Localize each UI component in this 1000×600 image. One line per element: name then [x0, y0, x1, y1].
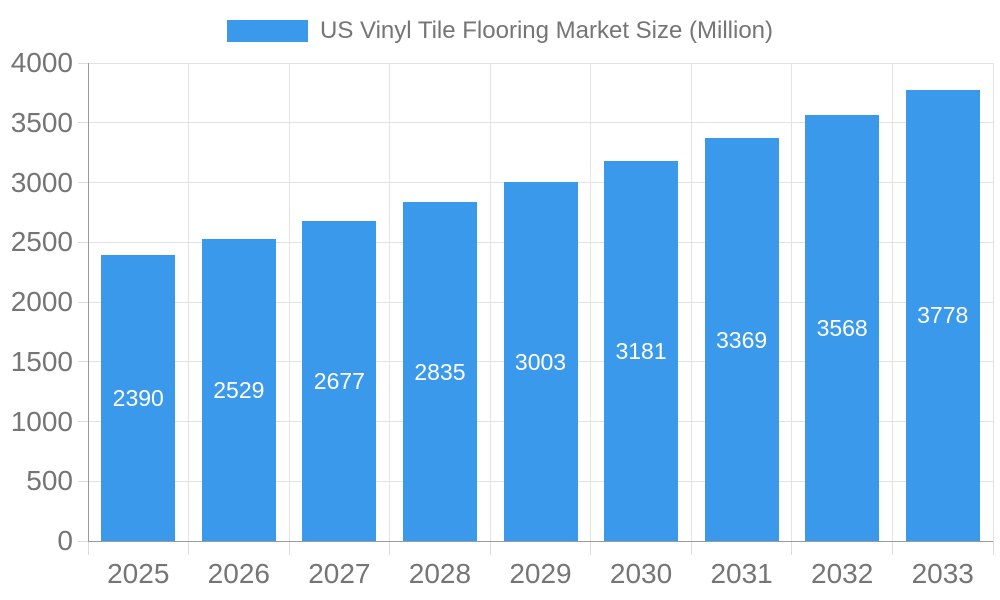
x-axis-label: 2031 [710, 558, 773, 589]
bar[interactable]: 3369 [704, 138, 779, 541]
bar[interactable]: 2677 [302, 221, 377, 541]
x-gridline [489, 63, 491, 541]
bar-value-label: 2390 [112, 385, 164, 412]
y-axis-tick [78, 62, 88, 64]
x-gridline [891, 63, 893, 541]
bar-value-label: 2529 [213, 376, 265, 403]
x-axis-tick [288, 541, 290, 555]
x-axis-tick [992, 541, 994, 555]
legend[interactable]: US Vinyl Tile Flooring Market Size (Mill… [0, 14, 1000, 48]
y-axis-tick [78, 540, 88, 542]
x-axis-label: 2029 [509, 558, 572, 589]
x-gridline [590, 63, 592, 541]
bar-value-label: 3568 [816, 314, 868, 341]
bar-value-label: 3181 [615, 337, 667, 364]
x-axis-label: 2032 [811, 558, 874, 589]
x-axis-label: 2025 [107, 558, 170, 589]
bar[interactable]: 3568 [805, 114, 880, 541]
y-axis-tick [78, 361, 88, 363]
x-axis-line [88, 540, 993, 542]
y-axis-tick [78, 182, 88, 183]
bar[interactable]: 3181 [604, 160, 679, 541]
x-gridline [188, 63, 190, 541]
bar[interactable]: 2390 [101, 255, 176, 541]
bar-value-label: 3369 [716, 326, 768, 353]
bar[interactable]: 2835 [402, 202, 477, 541]
bar-value-label: 2835 [414, 358, 466, 385]
bar-value-label: 2677 [313, 368, 365, 395]
y-axis-label: 1000 [10, 405, 73, 437]
y-gridline [88, 122, 993, 124]
y-axis-tick [78, 122, 88, 124]
bar[interactable]: 3003 [503, 182, 578, 541]
x-axis-tick [690, 541, 692, 555]
x-axis-label: 2026 [207, 558, 270, 589]
bar[interactable]: 2529 [201, 238, 276, 541]
x-gridline [690, 63, 692, 541]
x-axis-tick [188, 541, 190, 555]
y-axis-label: 4000 [10, 47, 73, 78]
y-axis-line [87, 63, 89, 541]
x-axis-label: 2030 [609, 558, 673, 589]
bar-value-label: 3003 [514, 348, 567, 375]
x-axis-tick [590, 541, 592, 555]
x-axis-tick [791, 541, 793, 555]
y-axis-label: 1500 [10, 345, 73, 377]
y-axis-label: 2000 [10, 286, 73, 317]
y-axis-tick [78, 421, 88, 422]
y-axis-label: 2500 [10, 226, 73, 258]
y-axis-tick [78, 480, 88, 482]
y-gridline [88, 62, 993, 64]
y-axis-tick [78, 241, 88, 243]
x-axis-tick [891, 541, 893, 555]
y-axis-label: 3000 [10, 166, 73, 198]
y-axis-tick [78, 301, 88, 303]
legend-swatch [226, 20, 308, 42]
x-axis-label: 2033 [911, 558, 974, 589]
x-gridline [389, 63, 391, 541]
x-axis-tick [489, 541, 491, 555]
x-gridline [992, 63, 994, 541]
y-axis-label: 500 [26, 465, 73, 497]
y-axis-label: 0 [57, 525, 73, 556]
x-gridline [791, 63, 793, 541]
x-axis-label: 2027 [308, 558, 371, 589]
x-axis-label: 2028 [408, 558, 472, 589]
x-axis-tick [389, 541, 391, 555]
bar-value-label: 3778 [917, 302, 969, 329]
y-axis-label: 3500 [10, 106, 73, 138]
x-gridline [288, 63, 290, 541]
x-axis-tick [87, 541, 89, 555]
bar[interactable]: 3778 [905, 89, 980, 541]
legend-label: US Vinyl Tile Flooring Market Size (Mill… [319, 17, 774, 44]
